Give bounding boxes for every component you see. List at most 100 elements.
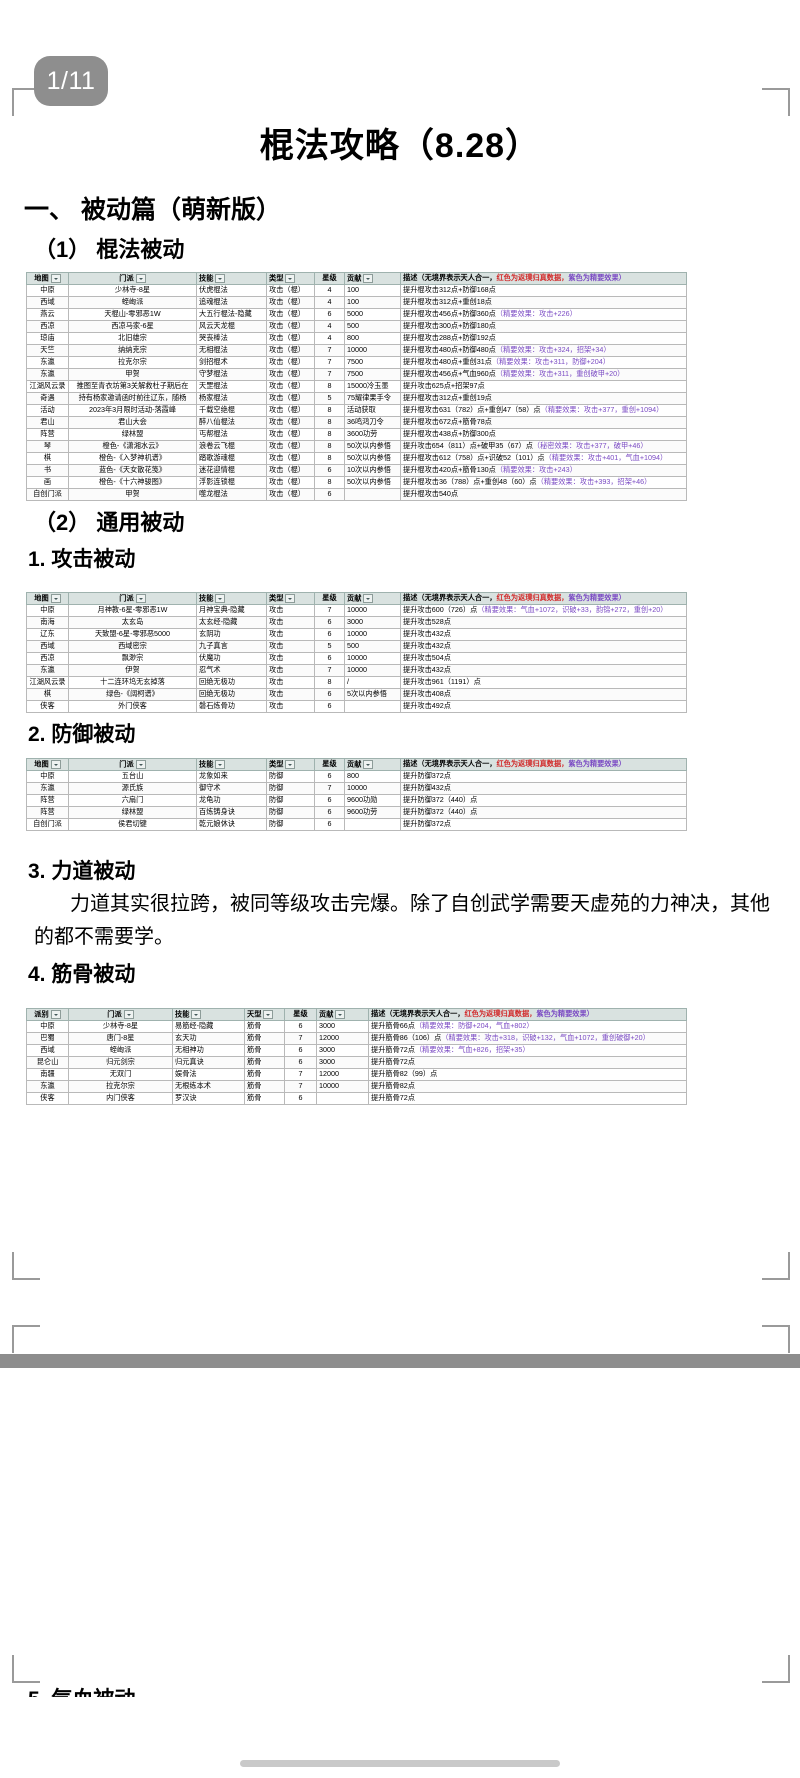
table-row[interactable]: 侠客 外门侠客 磐石炼骨功 攻击 6 提升攻击492点 [26, 700, 687, 713]
col-header-map[interactable]: 地图 [26, 592, 69, 605]
table-row[interactable]: 东瀛 甲贺 守梦棍法 攻击（棍） 7 7500 提升棍攻击456点+气血960点（精要效果：… [26, 368, 687, 381]
filter-dropdown-icon[interactable] [215, 594, 226, 603]
cell-contrib: 10000 [344, 782, 401, 795]
table-row[interactable]: 自创门派 侯君切键 乾元娘休诀 防御 6 提升防御372点 [26, 818, 687, 831]
filter-dropdown-icon[interactable] [50, 1010, 61, 1019]
cell-skill: 易筋经-隐藏 [172, 1020, 245, 1033]
table-row[interactable]: 昆仑山 归元剑宗 归元真诀 筋骨 6 3000 提升筋骨72点 [26, 1056, 687, 1069]
filter-dropdown-icon[interactable] [335, 1010, 346, 1019]
table-row[interactable]: 东瀛 伊贺 忍气术 攻击 7 10000 提升攻击432点 [26, 664, 687, 677]
table-row[interactable]: 西域 西域密宗 九子真言 攻击 5 500 提升攻击432点 [26, 640, 687, 653]
col-header-sect[interactable]: 门派 [68, 1008, 173, 1021]
filter-dropdown-icon[interactable] [285, 760, 296, 769]
col-header-sect[interactable]: 门派 [68, 758, 197, 771]
table-row[interactable]: 阵营 绿林盟 丐帮棍法 攻击（棍） 8 3600功劳 提升棍攻击438点+防御300点 [26, 428, 687, 441]
filter-dropdown-icon[interactable] [215, 760, 226, 769]
filter-dropdown-icon[interactable] [285, 274, 296, 283]
col-header-type[interactable]: 天型 [244, 1008, 285, 1021]
table-row[interactable]: 东瀛 拉克尔宗 无根练本术 筋骨 7 10000 提升筋骨82点 [26, 1080, 687, 1093]
col-header-desc[interactable]: 描述（无境界表示天人合一，红色为返璞归真数据，紫色为精要效果） [400, 592, 687, 605]
table-row[interactable]: 阵营 绿林盟 百炼铸身诀 防御 6 9600功劳 提升防御372（440）点 [26, 806, 687, 819]
col-header-star[interactable]: 星级 [284, 1008, 317, 1021]
filter-dropdown-icon[interactable] [135, 760, 146, 769]
table-row[interactable]: 画橙色-《十六神骏图》 浮影连锁棍 攻击（棍） 8 50次以内参悟 提升棍攻击36（788… [26, 476, 687, 489]
col-header-type[interactable]: 类型 [266, 758, 315, 771]
table-row[interactable]: 活动 2023年3月限时活动-落霞峰 千载空绝棍 攻击（棍） 8 活动获取 提升棍攻击631… [26, 404, 687, 417]
table-row[interactable]: 东瀛 源氏族 御守术 防御 7 10000 提升防御432点 [26, 782, 687, 795]
table-row[interactable]: 西域 蛭峋派 无相神功 筋骨 6 3000 提升筋骨72点（精要效果：气血+826，招架+3… [26, 1044, 687, 1057]
col-header-contrib[interactable]: 贡献 [316, 1008, 369, 1021]
col-header-star[interactable]: 星级 [314, 592, 345, 605]
cell-sect: 绿林盟 [68, 428, 197, 441]
col-header-contrib[interactable]: 贡献 [344, 592, 401, 605]
filter-dropdown-icon[interactable] [135, 594, 146, 603]
filter-dropdown-icon[interactable] [285, 594, 296, 603]
filter-dropdown-icon[interactable] [50, 274, 61, 283]
col-header-type[interactable]: 类型 [266, 272, 315, 285]
col-header-type[interactable]: 类型 [266, 592, 315, 605]
cell-desc: 提升攻击408点 [400, 688, 687, 701]
filter-dropdown-icon[interactable] [123, 1010, 134, 1019]
col-header-skill[interactable]: 技能 [196, 592, 267, 605]
filter-dropdown-icon[interactable] [135, 274, 146, 283]
table-row[interactable]: 天竺 纳纳克宗 无相棍法 攻击（棍） 7 10000 提升棍攻击480点+防御480点（精要… [26, 344, 687, 357]
col-header-skill[interactable]: 技能 [196, 272, 267, 285]
col-header-star[interactable]: 星级 [314, 272, 345, 285]
filter-dropdown-icon[interactable] [50, 760, 61, 769]
cell-type: 筋骨 [244, 1020, 285, 1033]
table-row[interactable]: 棋绿色-《阔柯谱》 回绝无极功 攻击 6 5次以内参悟 提升攻击408点 [26, 688, 687, 701]
filter-dropdown-icon[interactable] [215, 274, 226, 283]
table-row[interactable]: 南海 太玄岛 太玄经-隐藏 攻击 6 3000 提升攻击528点 [26, 616, 687, 629]
table-row[interactable]: 中原 月神教-6星-零邪恶1W 月神宝典-隐藏 攻击 7 10000 提升攻击600（726… [26, 604, 687, 617]
table-row[interactable]: 侠客 内门侠客 罗汉诀 筋骨 6 提升筋骨72点 [26, 1092, 687, 1105]
table-row[interactable]: 燕云 天棍山-零邪恶1W 大五行棍法-隐藏 攻击（棍） 6 5000 提升棍攻击456点+防… [26, 308, 687, 321]
table-row[interactable]: 中原 少林寺-8星 伏虎棍法 攻击（棍） 4 100 提升棍攻击312点+防御168点 [26, 284, 687, 297]
table-row[interactable]: 西凉 飘渺宗 伏魔功 攻击 6 10000 提升攻击504点 [26, 652, 687, 665]
table-row[interactable]: 阵营 六扇门 龙龟功 防御 6 9600功勋 提升防御372（440）点 [26, 794, 687, 807]
table-row[interactable]: 自创门派 甲贺 噬龙棍法 攻击（棍） 6 提升棍攻击540点 [26, 488, 687, 501]
filter-dropdown-icon[interactable] [50, 594, 61, 603]
table-row[interactable]: 中原 少林寺-8星 易筋经-隐藏 筋骨 6 3000 提升筋骨66点（精要效果：防御+204… [26, 1020, 687, 1033]
table-row[interactable]: 江湖风云录 推图至青衣坊第3关解救杜子期后在 天罡棍法 攻击（棍） 8 15000冷玉墨提… [26, 380, 687, 393]
col-header-star[interactable]: 星级 [314, 758, 345, 771]
col-header-sect[interactable]: 门派 [68, 592, 197, 605]
table-row[interactable]: 奇遇 持有杨家邀请函时前往辽东，随杨 杨家棍法 攻击（棍） 5 75耀律果手令 提升棍攻击3… [26, 392, 687, 405]
filter-dropdown-icon[interactable] [263, 1010, 274, 1019]
table-row[interactable]: 棋橙色-《入梦神机谱》 踏歌游魂棍 攻击（棍） 8 50次以内参悟 提升棍攻击612（75… [26, 452, 687, 465]
table-row[interactable]: 君山 君山大会 醉八仙棍法 攻击（棍） 8 36鸣鸿刀令 提升棍攻击672点+筋骨78点 [26, 416, 687, 429]
cell-type: 攻击（棍） [266, 332, 315, 345]
cell-desc: 提升棍攻击540点 [400, 488, 687, 501]
cell-desc: 提升防御432点 [400, 782, 687, 795]
crop-corner-bottom-right [762, 1655, 790, 1683]
cell-type: 防御 [266, 806, 315, 819]
col-header-map[interactable]: 派别 [26, 1008, 69, 1021]
table-row[interactable]: 巴蜀 唐门-8星 玄天功 筋骨 7 12000 提升筋骨86（106）点（精要效果：攻击+3… [26, 1032, 687, 1045]
filter-dropdown-icon[interactable] [363, 594, 374, 603]
table-row[interactable]: 南疆 无双门 娱骨法 筋骨 7 12000 提升筋骨82（99）点 [26, 1068, 687, 1081]
col-header-map[interactable]: 地图 [26, 758, 69, 771]
col-header-desc[interactable]: 描述（无境界表示天人合一，红色为返璞归真数据，紫色为精要效果） [400, 272, 687, 285]
table-row[interactable]: 书蓝色-《天女散花笺》 迷花迎情棍 攻击（棍） 6 10次以内参悟 提升棍攻击420点+筋… [26, 464, 687, 477]
col-header-desc[interactable]: 描述（无境界表示天人合一，红色为返璞归真数据，紫色为精要效果） [368, 1008, 687, 1021]
filter-dropdown-icon[interactable] [363, 274, 374, 283]
col-header-skill[interactable]: 技能 [196, 758, 267, 771]
table-row[interactable]: 江湖风云录 十二连环坞无玄掉落 回绝无极功 攻击 8/提升攻击961（1191）点 [26, 676, 687, 689]
col-header-sect[interactable]: 门派 [68, 272, 197, 285]
col-header-skill[interactable]: 技能 [172, 1008, 245, 1021]
filter-dropdown-icon[interactable] [191, 1010, 202, 1019]
col-header-contrib[interactable]: 贡献 [344, 272, 401, 285]
table-body: 中原 少林寺-8星 易筋经-隐藏 筋骨 6 3000 提升筋骨66点（精要效果：防御+204… [26, 1020, 687, 1105]
table-row[interactable]: 辽东 天致盟-6星-零邪恶5000 玄阴功 攻击 6 10000 提升攻击432点 [26, 628, 687, 641]
table-row[interactable]: 西凉 西凉马家-6星 风云天龙棍 攻击（棍） 4 500 提升棍攻击300点+防御180点 [26, 320, 687, 333]
table-row[interactable]: 琼庙 北旧雄宗 哭丧棒法 攻击（棍） 4 800 提升棍攻击288点+防御192点 [26, 332, 687, 345]
filter-dropdown-icon[interactable] [363, 760, 374, 769]
col-header-contrib[interactable]: 贡献 [344, 758, 401, 771]
table-row[interactable]: 琴橙色-《潇湘水云》 浪卷云飞棍 攻击（棍） 8 50次以内参悟 提升攻击654（811）… [26, 440, 687, 453]
cell-desc: 提升棍攻击312点+重创18点 [400, 296, 687, 309]
table-row[interactable]: 东瀛 拉克尔宗 剑招棍术 攻击（棍） 7 7500 提升棍攻击480点+重创31点（精要效果… [26, 356, 687, 369]
col-header-desc[interactable]: 描述（无境界表示天人合一，红色为返璞归真数据，紫色为精要效果） [400, 758, 687, 771]
table-row[interactable]: 西域 蛭峋派 追魂棍法 攻击（棍） 4 100 提升棍攻击312点+重创18点 [26, 296, 687, 309]
col-header-map[interactable]: 地图 [26, 272, 69, 285]
scroll-indicator[interactable] [240, 1760, 560, 1767]
table-row[interactable]: 中原 五台山 龙象如来 防御 6 800 提升防御372点 [26, 770, 687, 783]
